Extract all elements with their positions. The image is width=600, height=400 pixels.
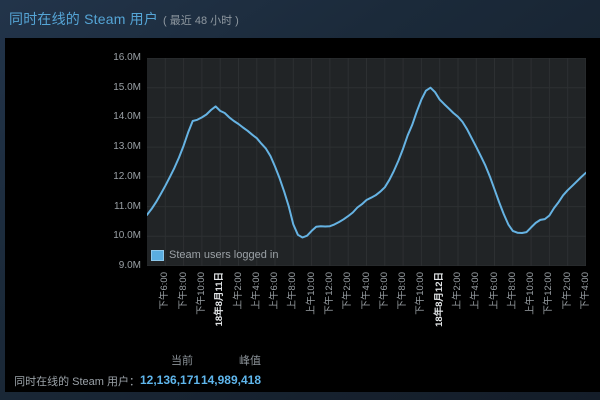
plot-area[interactable]: Steam users logged in: [147, 58, 586, 266]
x-tick-label: 上午4:00: [250, 272, 262, 310]
stats-header-current: 当前: [171, 355, 193, 367]
x-tick-label: 下午10:00: [195, 272, 207, 315]
stats-row-label: 同时在线的 Steam 用户：: [14, 376, 140, 388]
chart-panel: Steam users logged in 16.0M 15.0M 14.0M 13.…: [5, 38, 600, 392]
y-tick-label: 10.0M: [113, 230, 141, 241]
page-header: 同时在线的 Steam 用户 ( 最近 48 小时 ): [9, 9, 239, 29]
y-tick-label: 16.0M: [113, 52, 141, 63]
y-tick-label: 12.0M: [113, 171, 141, 182]
x-tick-label: 上午4:00: [470, 272, 482, 310]
x-tick-label: 下午12:00: [323, 272, 335, 315]
y-tick-label: 15.0M: [113, 82, 141, 93]
y-tick-label: 9.0M: [118, 260, 141, 271]
x-tick-label: 下午12:00: [543, 272, 555, 315]
stats-spacer: [5, 352, 140, 368]
x-tick-label: 下午4:00: [360, 272, 372, 310]
x-tick-label: 上午2:00: [452, 272, 463, 310]
y-tick-label: 14.0M: [113, 111, 141, 122]
x-tick-label: 上午8:00: [506, 272, 518, 310]
stats-peak-value: 14,989,418: [200, 373, 261, 387]
x-tick-label-date: 18年8月11日: [214, 272, 226, 327]
page-subtitle: ( 最近 48 小时 ): [163, 15, 239, 27]
x-tick-label: 下午2:00: [342, 272, 354, 310]
legend-label: Steam users logged in: [169, 249, 279, 261]
x-tick-label: 上午6:00: [269, 272, 280, 310]
y-tick-label: 13.0M: [113, 141, 141, 152]
y-tick-label: 11.0M: [113, 201, 141, 212]
x-tick-label: 下午8:00: [177, 272, 189, 310]
stats-table: 当前 峰值 同时在线的 Steam 用户： 12,136,171 14,989,…: [5, 352, 261, 389]
page-title: 同时在线的 Steam 用户: [9, 11, 159, 27]
x-tick-label: 上午10:00: [525, 272, 537, 315]
x-tick-label: 下午10:00: [415, 272, 427, 315]
x-tick-label: 下午6:00: [378, 272, 390, 310]
x-tick-label: 下午4:00: [580, 272, 591, 310]
x-tick-label: 下午6:00: [159, 272, 171, 310]
x-tick-label: 上午8:00: [287, 272, 299, 310]
x-tick-label: 上午6:00: [488, 272, 500, 310]
x-tick-label: 下午8:00: [397, 272, 409, 310]
stats-header-peak: 峰值: [239, 355, 261, 367]
x-tick-label: 上午10:00: [305, 272, 317, 315]
x-tick-label: 上午2:00: [232, 272, 244, 310]
legend: Steam users logged in: [151, 249, 278, 261]
stats-current-value: 12,136,171: [140, 373, 201, 387]
legend-swatch-icon: [151, 249, 164, 261]
users-line-chart: [147, 58, 586, 266]
x-tick-label: 下午2:00: [561, 272, 573, 310]
x-tick-label-date: 18年8月12日: [433, 272, 445, 327]
users-series-line: [147, 86, 586, 239]
